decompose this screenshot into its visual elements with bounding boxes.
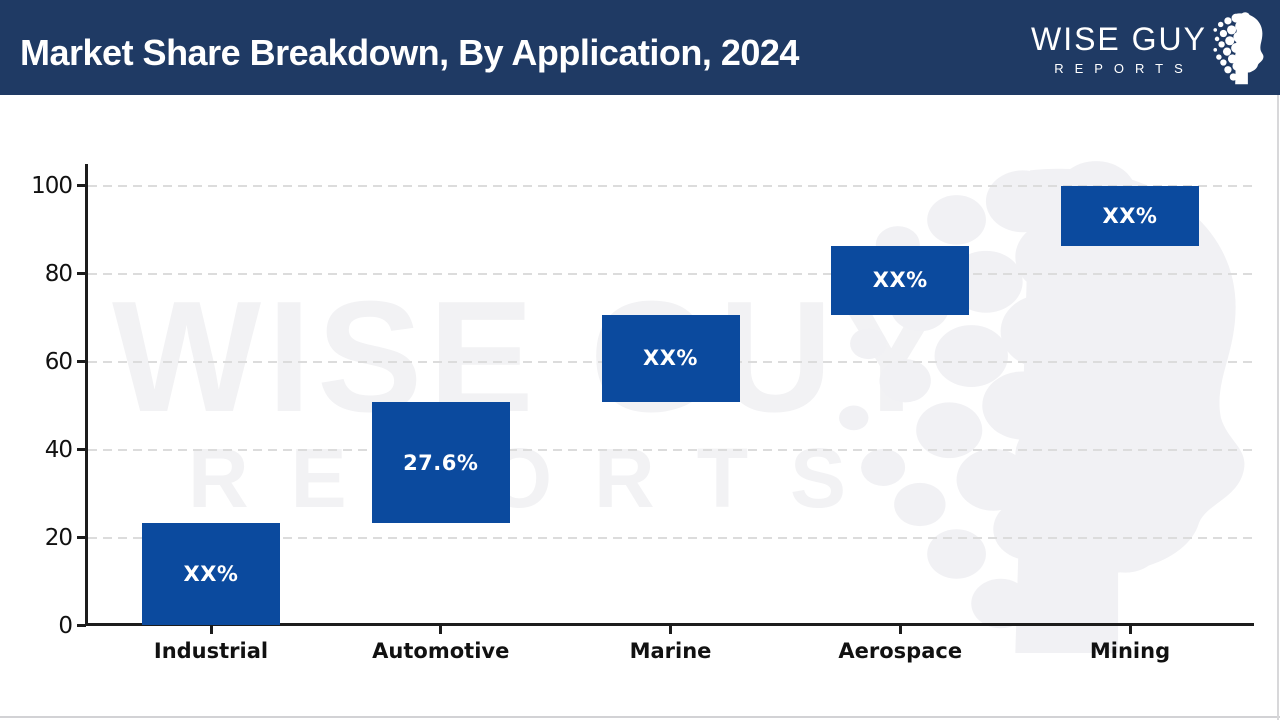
x-category-label-automotive: Automotive [372,639,510,663]
y-grid-line [88,272,1254,275]
x-category-label-marine: Marine [629,639,712,663]
x-tick-mark [1128,626,1132,634]
x-tick-mark [209,626,213,634]
x-tick-mark [669,626,672,634]
wiseguy-face-icon [1213,12,1264,85]
bar-value-label: XX% [183,562,239,587]
bar-value-label: 27.6% [403,450,479,475]
y-tick-mark [77,536,86,540]
page-bottom-hairline [0,716,1280,718]
header: Market Share Breakdown, By Application, … [0,0,1280,95]
y-tick-mark [77,360,86,364]
bar-industrial[interactable]: XX% [142,523,280,626]
bar-automotive[interactable]: 27.6% [371,402,510,524]
bar-value-label: XX% [1102,203,1158,228]
watermark-text-wiseguy: WISE GUY [112,269,951,445]
chart-title: Market Share Breakdown, By Application, … [20,31,799,73]
y-tick-mark [77,624,86,627]
bar-aerospace[interactable]: XX% [831,245,970,315]
bar-value-label: XX% [872,268,928,293]
y-tick-label: 0 [58,612,73,639]
page-right-hairline [1277,95,1279,720]
y-axis-line [85,164,88,625]
wiseguy-logo-text: WISE GUY REPORTS [1031,21,1207,76]
y-tick-mark [77,184,86,188]
y-tick-label: 20 [44,524,73,551]
x-tick-mark [898,626,902,634]
y-tick-mark [77,272,86,276]
bar-marine[interactable]: XX% [601,314,740,403]
x-axis-line [85,623,1254,626]
wiseguy-logo: WISE GUY REPORTS [1031,8,1266,88]
y-grid-line [88,448,1254,451]
x-category-label-industrial: Industrial [153,639,269,663]
y-grid-line [88,536,1254,539]
y-tick-label: 40 [44,436,73,463]
y-tick-label: 60 [44,348,73,375]
x-category-label-mining: Mining [1089,639,1171,663]
bar-value-label: XX% [643,346,698,371]
y-tick-label: 100 [31,172,73,199]
x-category-label-aerospace: Aerospace [838,639,963,663]
y-tick-label: 80 [44,260,73,287]
logo-wiseguy-label: WISE GUY [1030,20,1207,57]
x-tick-mark [439,626,443,634]
y-tick-mark [77,448,86,452]
bar-mining[interactable]: XX% [1061,185,1199,246]
logo-reports-label: REPORTS [1054,60,1194,76]
y-grid-line [88,184,1254,187]
